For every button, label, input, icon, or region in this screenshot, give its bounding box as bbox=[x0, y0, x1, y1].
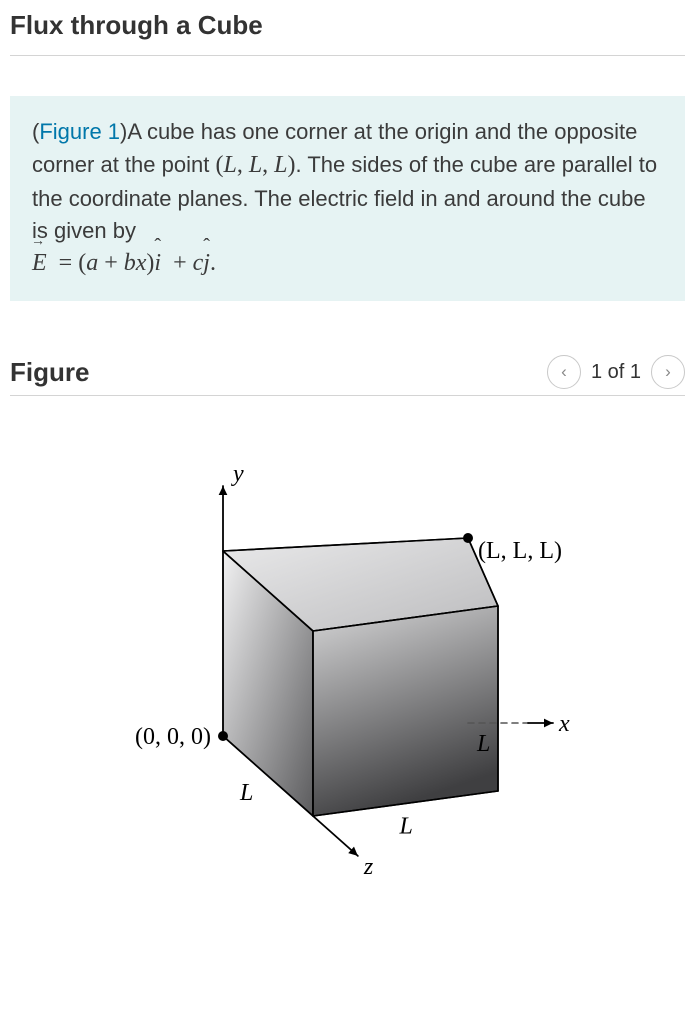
figure-header: Figure ‹ 1 of 1 › bbox=[10, 355, 685, 395]
svg-text:L: L bbox=[476, 731, 490, 757]
figure-link[interactable]: Figure 1 bbox=[39, 119, 120, 144]
figure-heading: Figure bbox=[10, 357, 89, 388]
efield-equation: E = (a + bx)i + cj. bbox=[32, 250, 216, 276]
divider-top bbox=[10, 55, 685, 56]
pager-next-button[interactable]: › bbox=[651, 355, 685, 389]
svg-text:y: y bbox=[231, 461, 244, 487]
svg-text:L: L bbox=[398, 814, 412, 840]
problem-statement: (Figure 1)A cube has one corner at the o… bbox=[10, 96, 685, 301]
svg-text:(L, L, L): (L, L, L) bbox=[478, 538, 562, 564]
page-title: Flux through a Cube bbox=[10, 6, 685, 55]
point-triplet: (L, L, L) bbox=[215, 152, 295, 178]
svg-text:L: L bbox=[239, 780, 253, 806]
svg-text:x: x bbox=[558, 711, 570, 737]
svg-text:z: z bbox=[362, 854, 373, 880]
pager-text: 1 of 1 bbox=[591, 361, 641, 384]
divider-figure bbox=[10, 395, 685, 396]
figure-pager: ‹ 1 of 1 › bbox=[547, 355, 685, 389]
svg-text:(0, 0, 0): (0, 0, 0) bbox=[135, 724, 211, 750]
vec-E: E bbox=[32, 246, 47, 281]
pager-prev-button[interactable]: ‹ bbox=[547, 355, 581, 389]
figure-diagram: y x z (0, 0, 0) (L, L, L) L L L bbox=[10, 436, 685, 896]
